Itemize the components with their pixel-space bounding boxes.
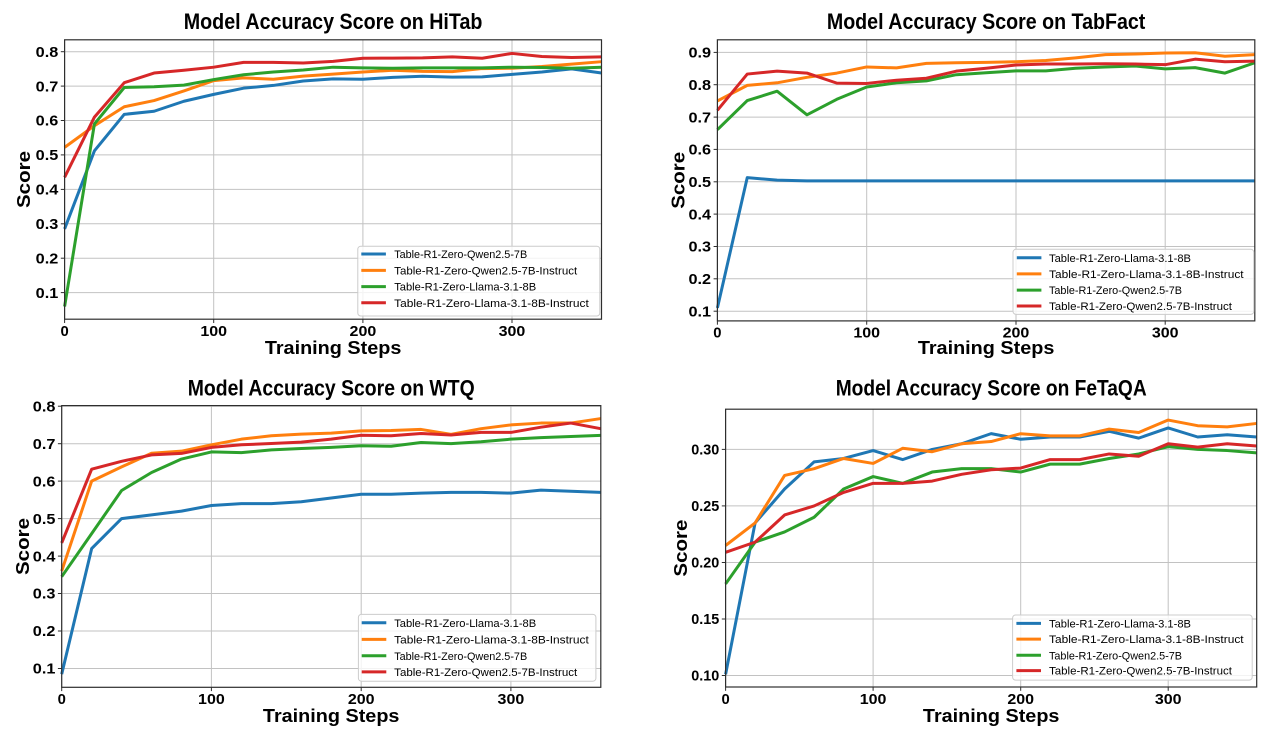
svg-text:Score: Score: [668, 152, 689, 209]
svg-text:Score: Score: [13, 151, 34, 208]
svg-text:Table-R1-Zero-Llama-3.1-8B: Table-R1-Zero-Llama-3.1-8B: [394, 282, 536, 294]
svg-text:0.6: 0.6: [689, 143, 712, 159]
svg-text:300: 300: [1152, 326, 1179, 342]
svg-text:300: 300: [498, 692, 525, 708]
svg-text:Table-R1-Zero-Qwen2.5-7B-Instr: Table-R1-Zero-Qwen2.5-7B-Instruct: [394, 266, 578, 278]
svg-text:0.1: 0.1: [33, 662, 56, 678]
svg-text:300: 300: [499, 324, 526, 340]
svg-text:0.7: 0.7: [689, 110, 712, 126]
svg-text:0.5: 0.5: [689, 175, 712, 191]
svg-text:0.8: 0.8: [689, 78, 712, 94]
svg-text:0.3: 0.3: [689, 240, 712, 256]
svg-text:200: 200: [350, 324, 377, 340]
svg-text:Table-R1-Zero-Llama-3.1-8B-Ins: Table-R1-Zero-Llama-3.1-8B-Instruct: [1049, 634, 1244, 646]
svg-text:Score: Score: [12, 518, 33, 575]
svg-text:Table-R1-Zero-Qwen2.5-7B: Table-R1-Zero-Qwen2.5-7B: [1049, 650, 1182, 662]
svg-text:0.20: 0.20: [691, 556, 719, 572]
svg-text:100: 100: [200, 324, 227, 340]
svg-text:Training Steps: Training Steps: [265, 337, 402, 358]
svg-text:0.4: 0.4: [36, 183, 59, 199]
svg-text:0: 0: [721, 692, 729, 708]
svg-text:Table-R1-Zero-Llama-3.1-8B: Table-R1-Zero-Llama-3.1-8B: [1049, 253, 1191, 265]
svg-text:0.5: 0.5: [36, 148, 59, 164]
svg-text:Table-R1-Zero-Qwen2.5-7B: Table-R1-Zero-Qwen2.5-7B: [394, 651, 527, 663]
svg-text:200: 200: [1003, 326, 1030, 342]
svg-text:100: 100: [860, 692, 887, 708]
svg-text:Table-R1-Zero-Qwen2.5-7B-Instr: Table-R1-Zero-Qwen2.5-7B-Instruct: [394, 667, 578, 679]
svg-text:0.4: 0.4: [689, 207, 712, 223]
svg-text:0: 0: [713, 326, 721, 342]
svg-text:0.2: 0.2: [689, 272, 712, 288]
svg-text:Table-R1-Zero-Llama-3.1-8B: Table-R1-Zero-Llama-3.1-8B: [394, 618, 536, 630]
svg-text:200: 200: [1007, 692, 1034, 708]
svg-text:Model Accuracy Score on HiTab: Model Accuracy Score on HiTab: [184, 9, 483, 34]
svg-text:0.7: 0.7: [36, 79, 59, 95]
svg-text:0.6: 0.6: [36, 114, 59, 130]
svg-text:0.2: 0.2: [33, 624, 56, 640]
svg-text:Table-R1-Zero-Qwen2.5-7B-Instr: Table-R1-Zero-Qwen2.5-7B-Instruct: [1049, 666, 1233, 678]
svg-text:Model Accuracy Score on WTQ: Model Accuracy Score on WTQ: [188, 376, 475, 401]
svg-text:0: 0: [58, 692, 66, 708]
svg-text:Table-R1-Zero-Llama-3.1-8B-Ins: Table-R1-Zero-Llama-3.1-8B-Instruct: [394, 635, 589, 647]
svg-text:100: 100: [198, 692, 225, 708]
svg-text:0.3: 0.3: [36, 217, 59, 233]
svg-text:0.9: 0.9: [689, 46, 712, 62]
svg-text:Table-R1-Zero-Qwen2.5-7B: Table-R1-Zero-Qwen2.5-7B: [394, 249, 527, 261]
svg-text:Table-R1-Zero-Llama-3.1-8B: Table-R1-Zero-Llama-3.1-8B: [1049, 619, 1191, 631]
svg-text:0.10: 0.10: [691, 669, 719, 685]
svg-text:0.30: 0.30: [691, 443, 719, 459]
svg-text:0.7: 0.7: [33, 437, 56, 453]
svg-text:0.5: 0.5: [33, 512, 56, 528]
svg-text:0.8: 0.8: [36, 45, 59, 61]
svg-text:Training Steps: Training Steps: [918, 337, 1055, 358]
svg-text:0.6: 0.6: [33, 474, 56, 490]
svg-text:Table-R1-Zero-Qwen2.5-7B-Instr: Table-R1-Zero-Qwen2.5-7B-Instruct: [1049, 301, 1233, 313]
svg-text:Training Steps: Training Steps: [923, 705, 1060, 726]
svg-text:Model Accuracy Score on FeTaQA: Model Accuracy Score on FeTaQA: [836, 376, 1147, 401]
svg-text:0.1: 0.1: [36, 286, 59, 302]
svg-text:Table-R1-Zero-Llama-3.1-8B-Ins: Table-R1-Zero-Llama-3.1-8B-Instruct: [1049, 269, 1244, 281]
svg-text:Training Steps: Training Steps: [263, 705, 400, 726]
svg-text:200: 200: [348, 692, 375, 708]
svg-text:0.3: 0.3: [33, 587, 56, 603]
svg-text:0.1: 0.1: [689, 304, 712, 320]
svg-text:Score: Score: [670, 520, 691, 577]
svg-text:0.4: 0.4: [33, 549, 56, 565]
svg-text:Table-R1-Zero-Llama-3.1-8B-Ins: Table-R1-Zero-Llama-3.1-8B-Instruct: [394, 298, 589, 310]
svg-text:0.25: 0.25: [691, 499, 719, 515]
svg-text:100: 100: [853, 326, 880, 342]
svg-text:0.8: 0.8: [33, 399, 56, 415]
svg-text:0: 0: [60, 324, 68, 340]
svg-text:Table-R1-Zero-Qwen2.5-7B: Table-R1-Zero-Qwen2.5-7B: [1049, 285, 1182, 297]
svg-text:0.15: 0.15: [691, 612, 719, 628]
svg-text:Model Accuracy Score on TabFac: Model Accuracy Score on TabFact: [827, 9, 1146, 34]
svg-text:300: 300: [1155, 692, 1182, 708]
svg-text:0.2: 0.2: [36, 251, 59, 267]
